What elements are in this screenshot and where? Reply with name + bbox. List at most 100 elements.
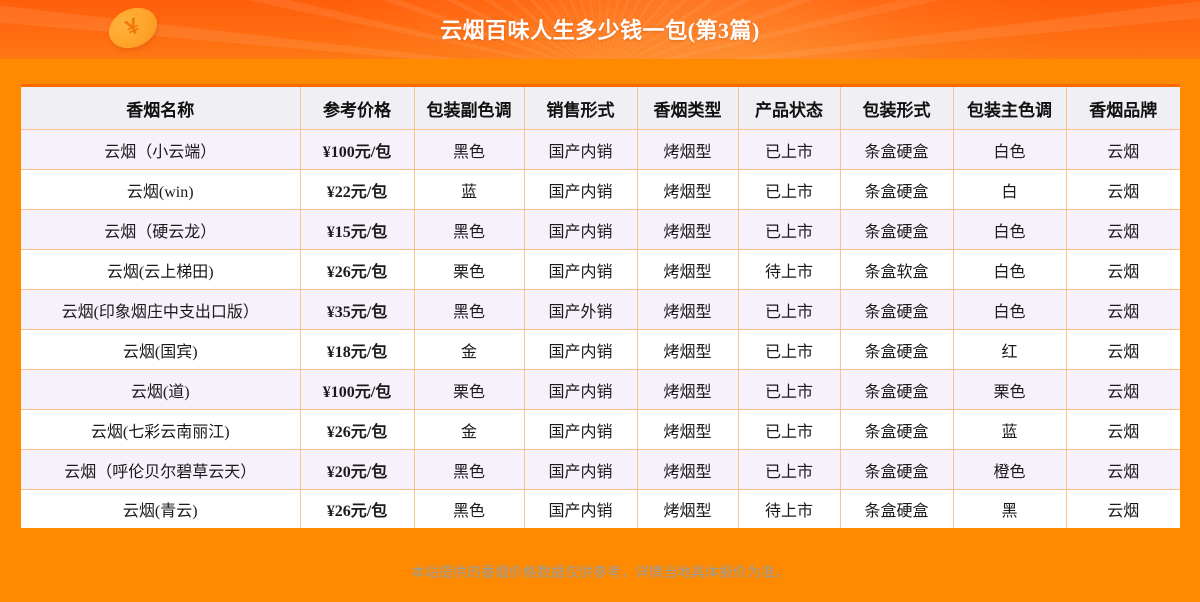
- cell-sub-color: 黑色: [414, 449, 525, 490]
- cell-sales-form: 国产内销: [524, 409, 638, 450]
- table-body: 云烟（小云端） ¥100元/包 黑色 国产内销 烤烟型 已上市 条盒硬盒 白色 云烟 云烟(win…: [21, 129, 1180, 530]
- table-row[interactable]: 云烟（小云端） ¥100元/包 黑色 国产内销 烤烟型 已上市 条盒硬盒 白色 云烟: [21, 129, 1180, 170]
- cell-price: ¥26元/包: [300, 249, 415, 290]
- cell-price: ¥100元/包: [300, 129, 415, 170]
- cell-status: 已上市: [738, 129, 841, 170]
- cell-name: 云烟(云上梯田): [21, 249, 301, 290]
- cell-pack-form: 条盒硬盒: [840, 209, 954, 250]
- cell-brand: 云烟: [1066, 289, 1180, 330]
- table-row[interactable]: 云烟(印象烟庄中支出口版） ¥35元/包 黑色 国产外销 烤烟型 已上市 条盒硬盒 白色 云烟: [21, 289, 1180, 330]
- cell-main-color: 黑: [953, 489, 1067, 530]
- cell-name: 云烟(印象烟庄中支出口版）: [21, 289, 301, 330]
- cell-price: ¥35元/包: [300, 289, 415, 330]
- cell-sub-color: 栗色: [414, 249, 525, 290]
- cell-brand: 云烟: [1066, 129, 1180, 170]
- table-row[interactable]: 云烟（硬云龙） ¥15元/包 黑色 国产内销 烤烟型 已上市 条盒硬盒 白色 云烟: [21, 209, 1180, 250]
- cell-brand: 云烟: [1066, 249, 1180, 290]
- cell-pack-form: 条盒硬盒: [840, 369, 954, 410]
- col-header-pack-form[interactable]: 包装形式: [840, 85, 954, 130]
- cell-brand: 云烟: [1066, 409, 1180, 450]
- cell-brand: 云烟: [1066, 169, 1180, 210]
- table-row[interactable]: 云烟(青云) ¥26元/包 黑色 国产内销 烤烟型 待上市 条盒硬盒黑云烟: [21, 489, 1180, 530]
- cell-cig-type: 烤烟型: [637, 329, 739, 370]
- cell-pack-form: 条盒硬盒: [840, 169, 954, 210]
- cell-pack-form: 条盒硬盒: [840, 449, 954, 490]
- cell-sales-form: 国产内销: [524, 329, 638, 370]
- cell-cig-type: 烤烟型: [637, 249, 739, 290]
- cell-name: 云烟（呼伦贝尔碧草云天）: [21, 449, 301, 490]
- cell-brand: 云烟: [1066, 449, 1180, 490]
- cell-main-color: 白色: [953, 289, 1067, 330]
- cell-cig-type: 烤烟型: [637, 409, 739, 450]
- col-header-name[interactable]: 香烟名称: [21, 85, 301, 130]
- cell-brand: 云烟: [1066, 489, 1180, 530]
- cell-sub-color: 黑色: [414, 129, 525, 170]
- table-row[interactable]: 云烟(win) ¥22元/包蓝国产内销 烤烟型 已上市 条盒硬盒白云烟: [21, 169, 1180, 210]
- price-table-container: 香烟名称 参考价格 包装副色调 销售形式 香烟类型 产品状态 包装形式 包装主色…: [21, 84, 1180, 531]
- cell-sub-color: 栗色: [414, 369, 525, 410]
- table-row[interactable]: 云烟(道) ¥100元/包 栗色 国产内销 烤烟型 已上市 条盒硬盒 栗色 云烟: [21, 369, 1180, 410]
- col-header-sub-color[interactable]: 包装副色调: [414, 85, 525, 130]
- cell-sales-form: 国产内销: [524, 129, 638, 170]
- cell-sub-color: 黑色: [414, 209, 525, 250]
- cell-price: ¥20元/包: [300, 449, 415, 490]
- cell-pack-form: 条盒硬盒: [840, 489, 954, 530]
- col-header-main-color[interactable]: 包装主色调: [953, 85, 1067, 130]
- cell-cig-type: 烤烟型: [637, 369, 739, 410]
- cell-main-color: 白色: [953, 129, 1067, 170]
- cell-status: 已上市: [738, 449, 841, 490]
- cell-brand: 云烟: [1066, 369, 1180, 410]
- cell-price: ¥26元/包: [300, 489, 415, 530]
- table-header-row: 香烟名称 参考价格 包装副色调 销售形式 香烟类型 产品状态 包装形式 包装主色…: [21, 85, 1180, 130]
- cell-sales-form: 国产内销: [524, 369, 638, 410]
- page-banner: ¥ 云烟百味人生多少钱一包(第3篇): [0, 0, 1200, 65]
- cell-sub-color: 金: [414, 329, 525, 370]
- cell-status: 已上市: [738, 369, 841, 410]
- cell-pack-form: 条盒硬盒: [840, 409, 954, 450]
- cell-sales-form: 国产内销: [524, 169, 638, 210]
- cell-price: ¥15元/包: [300, 209, 415, 250]
- cell-status: 待上市: [738, 489, 841, 530]
- cell-cig-type: 烤烟型: [637, 169, 739, 210]
- cell-main-color: 红: [953, 329, 1067, 370]
- cell-name: 云烟(青云): [21, 489, 301, 530]
- cell-main-color: 白色: [953, 249, 1067, 290]
- cell-price: ¥26元/包: [300, 409, 415, 450]
- cell-status: 已上市: [738, 169, 841, 210]
- cell-main-color: 白色: [953, 209, 1067, 250]
- cell-name: 云烟(七彩云南丽江): [21, 409, 301, 450]
- col-header-sales-form[interactable]: 销售形式: [524, 85, 638, 130]
- col-header-cig-type[interactable]: 香烟类型: [637, 85, 739, 130]
- cell-pack-form: 条盒硬盒: [840, 289, 954, 330]
- col-header-brand[interactable]: 香烟品牌: [1066, 85, 1180, 130]
- col-header-price[interactable]: 参考价格: [300, 85, 415, 130]
- col-header-status[interactable]: 产品状态: [738, 85, 841, 130]
- table-row[interactable]: 云烟(七彩云南丽江) ¥26元/包金国产内销 烤烟型 已上市 条盒硬盒蓝云烟: [21, 409, 1180, 450]
- cell-status: 已上市: [738, 289, 841, 330]
- cell-status: 已上市: [738, 329, 841, 370]
- cell-sub-color: 黑色: [414, 489, 525, 530]
- footer-disclaimer: 本站提供的香烟价格数据仅供参考，详情当地具体报价为准。: [411, 566, 789, 581]
- cell-cig-type: 烤烟型: [637, 289, 739, 330]
- page-title: 云烟百味人生多少钱一包(第3篇): [440, 18, 760, 43]
- cell-name: 云烟(国宾): [21, 329, 301, 370]
- table-row[interactable]: 云烟(云上梯田) ¥26元/包 栗色 国产内销 烤烟型 待上市 条盒软盒 白色 云烟: [21, 249, 1180, 290]
- table-row[interactable]: 云烟（呼伦贝尔碧草云天） ¥20元/包 黑色 国产内销 烤烟型 已上市 条盒硬盒 橙色 云烟: [21, 449, 1180, 490]
- cell-price: ¥18元/包: [300, 329, 415, 370]
- cell-main-color: 栗色: [953, 369, 1067, 410]
- cell-sales-form: 国产内销: [524, 489, 638, 530]
- cell-cig-type: 烤烟型: [637, 129, 739, 170]
- banner-bottom-strip: [0, 59, 1200, 65]
- cell-brand: 云烟: [1066, 209, 1180, 250]
- cell-brand: 云烟: [1066, 329, 1180, 370]
- cell-name: 云烟（小云端）: [21, 129, 301, 170]
- cell-status: 已上市: [738, 209, 841, 250]
- cell-cig-type: 烤烟型: [637, 489, 739, 530]
- cell-main-color: 蓝: [953, 409, 1067, 450]
- cell-cig-type: 烤烟型: [637, 449, 739, 490]
- cell-sub-color: 金: [414, 409, 525, 450]
- cell-name: 云烟(道): [21, 369, 301, 410]
- cell-sub-color: 黑色: [414, 289, 525, 330]
- cell-status: 已上市: [738, 409, 841, 450]
- table-row[interactable]: 云烟(国宾) ¥18元/包金国产内销 烤烟型 已上市 条盒硬盒红云烟: [21, 329, 1180, 370]
